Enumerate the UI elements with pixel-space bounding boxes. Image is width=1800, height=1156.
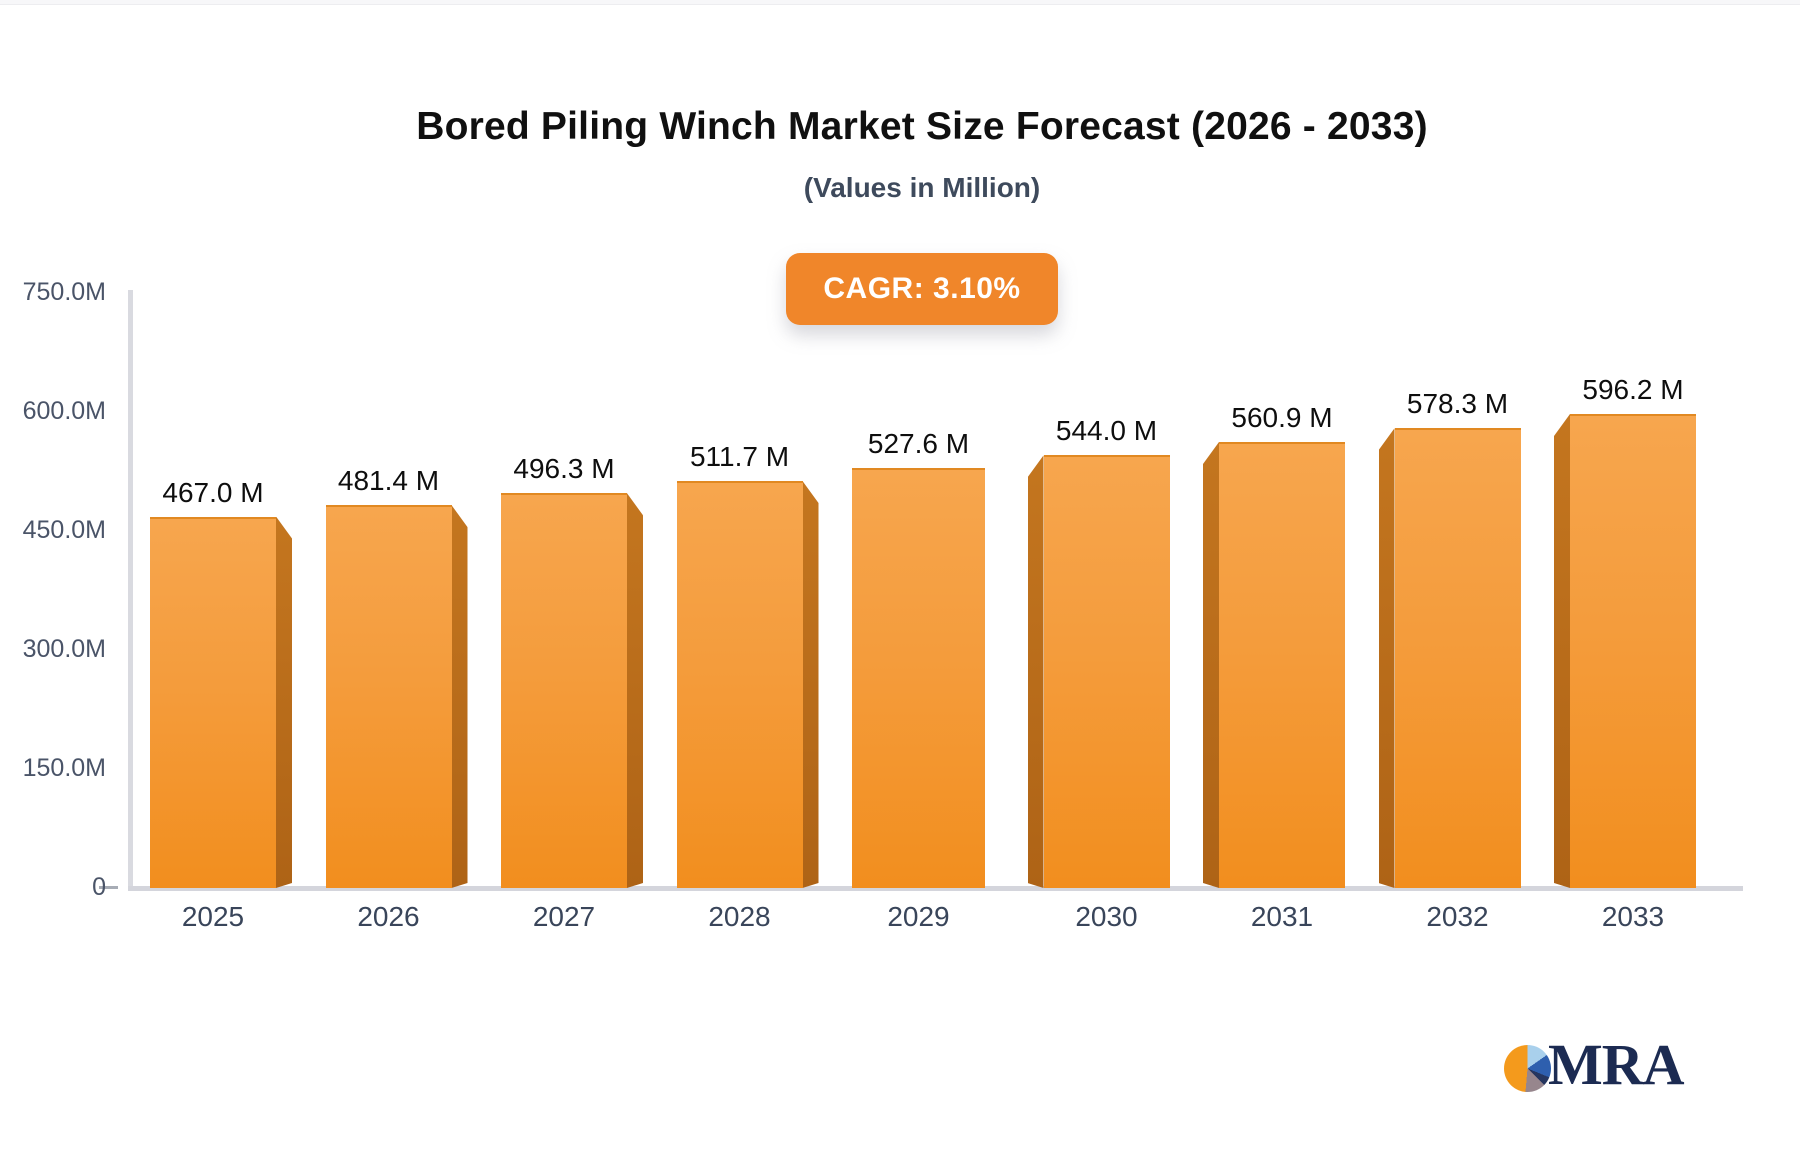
chart-title: Bored Piling Winch Market Size Forecast … bbox=[416, 105, 1428, 148]
y-axis-tick-label: 600.0M bbox=[22, 397, 106, 425]
y-axis-tick-label: 150.0M bbox=[22, 754, 106, 782]
bar-side-face bbox=[276, 517, 292, 888]
bar-2025: 467.0 M bbox=[150, 477, 292, 888]
bar-2028: 511.7 M bbox=[676, 441, 819, 888]
mra-pie-chart-logo-icon bbox=[1504, 1044, 1551, 1092]
bar-value-label: 496.3 M bbox=[513, 453, 615, 485]
x-axis-label: 2033 bbox=[1601, 901, 1665, 932]
bar-front-face bbox=[852, 468, 985, 888]
y-axis-line bbox=[128, 290, 133, 890]
bar-front-face bbox=[1570, 414, 1696, 888]
bar-side-face bbox=[1028, 455, 1044, 888]
bar-side-face bbox=[1379, 428, 1395, 888]
bar-2029: 527.6 M bbox=[852, 428, 994, 888]
bar-front-face bbox=[325, 505, 452, 888]
bar-front-face bbox=[501, 493, 627, 888]
bar-side-face bbox=[803, 481, 819, 888]
bar-value-label: 578.3 M bbox=[1406, 388, 1509, 420]
x-axis-label: 2030 bbox=[1075, 901, 1138, 932]
bar-2033: 596.2 M bbox=[1554, 374, 1696, 888]
bar-front-face bbox=[1043, 455, 1170, 888]
top-border-strip bbox=[0, 0, 1800, 5]
bar-2026: 481.4 M bbox=[325, 465, 468, 888]
mra-logo-text: MRA bbox=[1548, 1032, 1685, 1097]
y-axis-tick-label: 300.0M bbox=[22, 635, 106, 663]
y-axis-tick-label: 450.0M bbox=[22, 516, 106, 544]
mra-logo: MRA bbox=[1504, 1032, 1685, 1097]
x-axis-label: 2025 bbox=[181, 901, 245, 932]
bar-side-face bbox=[1554, 414, 1570, 888]
cagr-badge: CAGR: 3.10% bbox=[786, 253, 1058, 325]
x-axis-label: 2027 bbox=[532, 901, 596, 932]
x-axis-line bbox=[128, 886, 1743, 891]
bar-front-face bbox=[676, 481, 803, 888]
bar-value-label: 527.6 M bbox=[867, 428, 970, 460]
x-axis-label: 2032 bbox=[1426, 901, 1489, 932]
x-axis-label: 2029 bbox=[887, 901, 950, 932]
bar-front-face bbox=[1394, 428, 1521, 888]
y-axis-tick-label: 750.0M bbox=[22, 278, 106, 306]
chart-subtitle: (Values in Million) bbox=[803, 172, 1041, 203]
bar-value-label: 544.0 M bbox=[1055, 415, 1158, 447]
x-axis-label: 2028 bbox=[708, 901, 771, 932]
bar-value-label: 467.0 M bbox=[162, 476, 264, 508]
bar-2030: 544.0 M bbox=[1028, 415, 1170, 888]
bar-value-label: 560.9 M bbox=[1231, 402, 1333, 434]
bar-side-face bbox=[452, 505, 468, 888]
cagr-badge-wrap: CAGR: 3.10% bbox=[22, 253, 1800, 325]
bar-value-label: 511.7 M bbox=[689, 441, 790, 473]
bar-2031: 560.9 M bbox=[1203, 402, 1345, 888]
bar-side-face bbox=[627, 493, 643, 888]
bar-front-face bbox=[1219, 442, 1345, 888]
x-axis-label: 2026 bbox=[357, 901, 420, 932]
y-axis-tick-label: 0 bbox=[92, 873, 106, 901]
bar-side-face bbox=[1203, 442, 1219, 888]
bar-2032: 578.3 M bbox=[1379, 388, 1521, 888]
bar-value-label: 481.4 M bbox=[337, 465, 440, 497]
bar-front-face bbox=[150, 516, 276, 888]
y-axis-zero-tick-mark bbox=[99, 886, 118, 889]
bar-2027: 496.3 M bbox=[501, 453, 643, 888]
x-axis-label: 2031 bbox=[1250, 901, 1314, 932]
bar-value-label: 596.2 M bbox=[1582, 374, 1684, 405]
